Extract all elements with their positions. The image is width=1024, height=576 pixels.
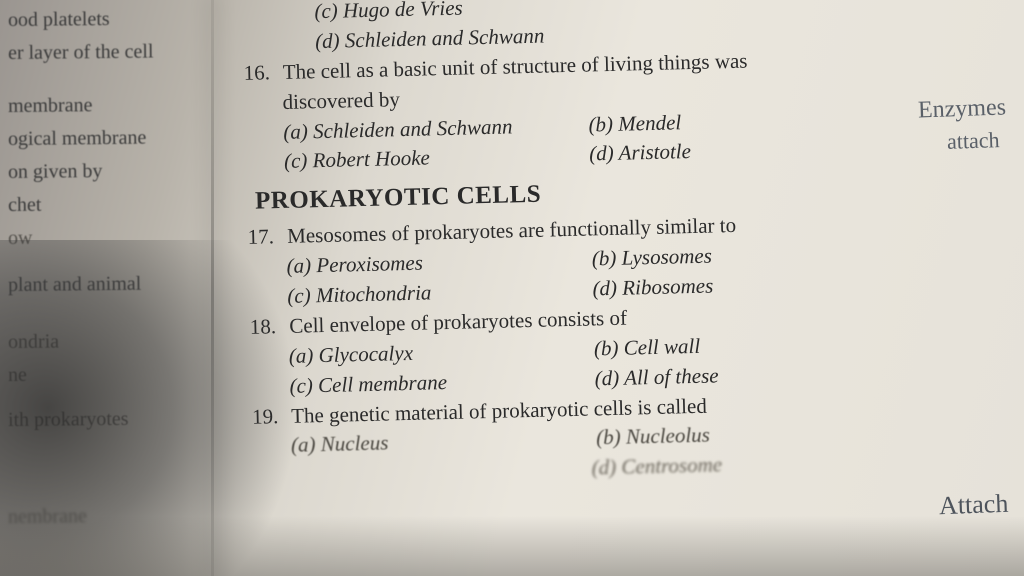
left-frag: nembrane (8, 502, 204, 531)
option-b: (b) Lysosomes (591, 243, 712, 273)
option-c: (c) Mitochondria (287, 276, 588, 310)
option-a: (a) Nucleus (291, 425, 592, 459)
question-text: Cell envelope of prokaryotes consists of (289, 305, 627, 337)
left-frag: ood platelets (8, 5, 204, 34)
option-a: (a) Glycocalyx (289, 335, 590, 369)
option-d: (d) Schleiden and Schwann (315, 23, 545, 53)
left-frag: ogical membrane (8, 124, 204, 153)
option-a: (a) Peroxisomes (286, 246, 587, 280)
option-c: (c) Robert Hooke (284, 141, 585, 175)
left-frag: ondria (8, 327, 204, 356)
option-b: (b) Nucleolus (596, 422, 710, 452)
left-frag: membrane (8, 91, 204, 120)
option-d: (d) Aristotle (589, 138, 691, 167)
left-frag: on given by (8, 157, 204, 186)
left-page-fragments: ood platelets er layer of the cell membr… (0, 0, 210, 576)
question-number: 17. (230, 223, 275, 251)
left-frag: plant and animal (8, 270, 204, 299)
option-c: (c) Cell membrane (289, 365, 590, 399)
option-b: (b) Mendel (588, 109, 681, 138)
question-number: 19. (234, 403, 279, 431)
option-c: (c) Hugo de Vries (314, 0, 463, 23)
left-frag: ith prokaryotes (8, 405, 204, 434)
question-text: discovered by (282, 87, 400, 114)
book-spine (211, 0, 214, 576)
question-number: 18. (232, 313, 277, 341)
option-d: (d) Ribosomes (592, 272, 713, 302)
option-b: (b) Cell wall (594, 333, 701, 362)
handwritten-note: Enzymes (918, 94, 1007, 124)
left-frag: ne (8, 360, 204, 389)
left-frag: er layer of the cell (8, 38, 204, 67)
question-number: 16. (226, 59, 271, 87)
option-d: (d) All of these (594, 362, 718, 392)
option-a: (a) Schleiden and Schwann (283, 111, 584, 145)
handwritten-note: attach (947, 127, 1000, 155)
left-frag: chet (8, 190, 204, 219)
question-text: The genetic material of prokaryotic cell… (291, 393, 707, 427)
handwritten-note: Attach (938, 489, 1008, 521)
left-frag: ow (8, 223, 204, 252)
main-column: (c) Hugo de Vries (d) Schleiden and Schw… (224, 0, 996, 493)
option-d-partial: (d) Centrosome (591, 453, 722, 480)
textbook-page-photo: ood platelets er layer of the cell membr… (0, 0, 1024, 576)
